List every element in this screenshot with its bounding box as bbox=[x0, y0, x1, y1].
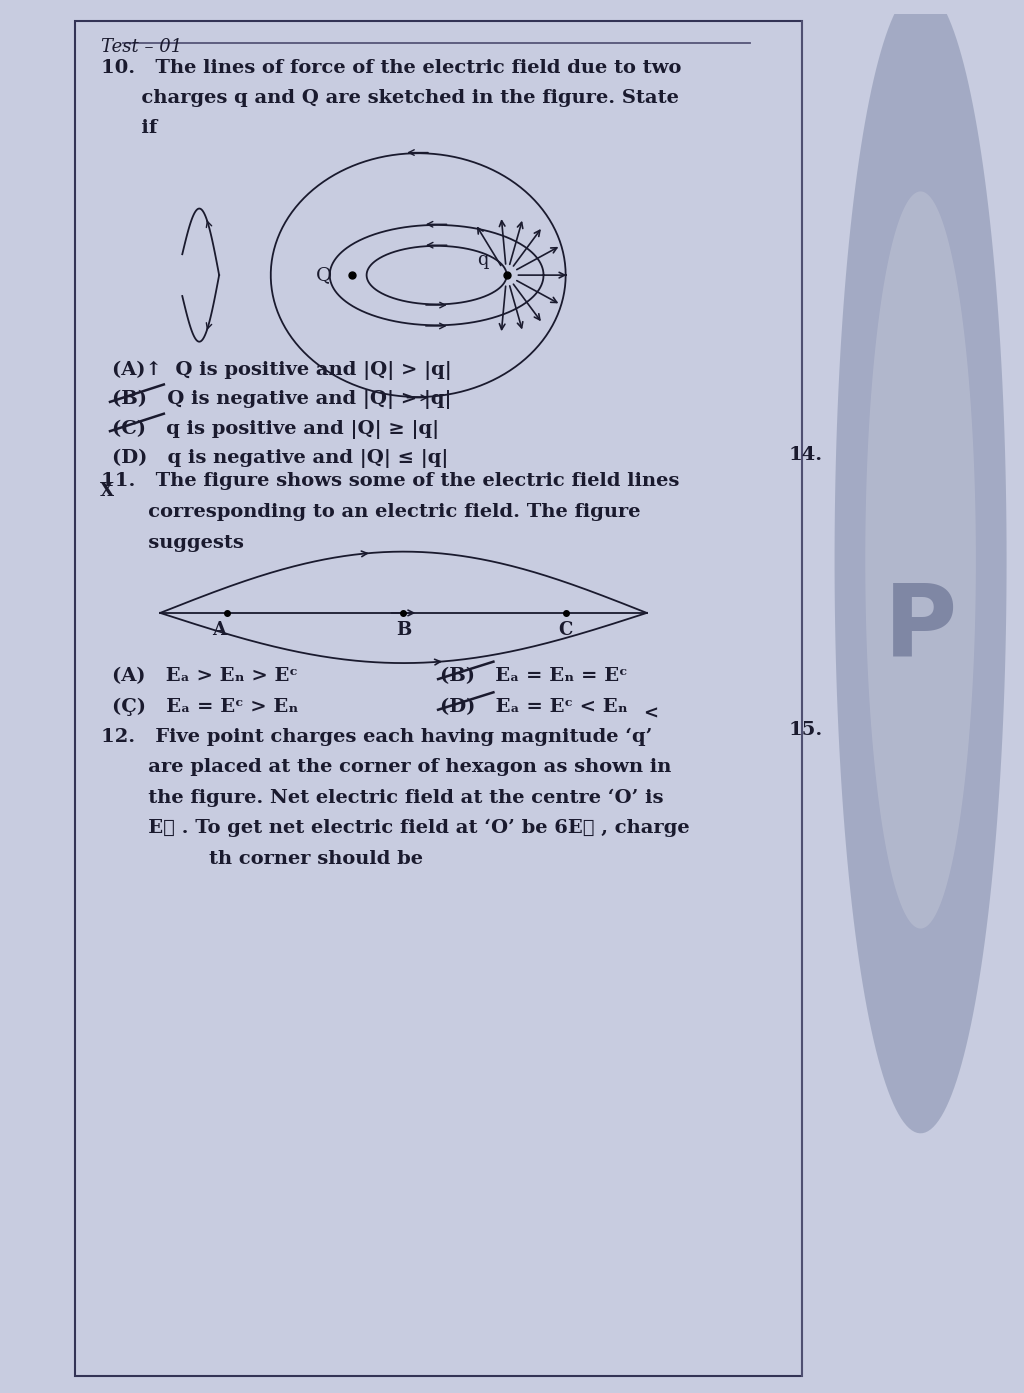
Text: if: if bbox=[101, 118, 158, 137]
Text: 11.   The figure shows some of the electric field lines: 11. The figure shows some of the electri… bbox=[101, 472, 680, 490]
Text: P: P bbox=[884, 579, 957, 677]
Text: <: < bbox=[643, 705, 658, 723]
Text: corresponding to an electric field. The figure: corresponding to an electric field. The … bbox=[101, 503, 641, 521]
Text: B: B bbox=[396, 621, 411, 639]
Text: 12.   Five point charges each having magnitude ‘q’: 12. Five point charges each having magni… bbox=[101, 727, 652, 745]
Text: Q: Q bbox=[315, 266, 332, 284]
Text: (B)   Q is negative and |Q| > |q|: (B) Q is negative and |Q| > |q| bbox=[113, 390, 452, 410]
Text: charges q and Q are sketched in the figure. State: charges q and Q are sketched in the figu… bbox=[101, 89, 679, 107]
Text: Test – 01: Test – 01 bbox=[101, 39, 182, 56]
Text: suggests: suggests bbox=[101, 534, 244, 552]
Polygon shape bbox=[835, 0, 1007, 1134]
Text: 15.: 15. bbox=[788, 722, 822, 738]
Text: (Ç)   Eₐ = Eᶜ > Eₙ: (Ç) Eₐ = Eᶜ > Eₙ bbox=[113, 698, 299, 716]
Text: (A)↑  Q is positive and |Q| > |q|: (A)↑ Q is positive and |Q| > |q| bbox=[113, 361, 452, 380]
Text: are placed at the corner of hexagon as shown in: are placed at the corner of hexagon as s… bbox=[101, 758, 672, 776]
Text: (D)   q is negative and |Q| ≤ |q|: (D) q is negative and |Q| ≤ |q| bbox=[113, 449, 449, 468]
Text: X: X bbox=[99, 482, 114, 500]
Polygon shape bbox=[865, 191, 976, 929]
Text: (D)   Eₐ = Eᶜ < Eₙ: (D) Eₐ = Eᶜ < Eₙ bbox=[440, 698, 628, 716]
Text: E⃗ . To get net electric field at ‘O’ be 6E⃗ , charge: E⃗ . To get net electric field at ‘O’ be… bbox=[101, 819, 690, 837]
Text: (C)   q is positive and |Q| ≥ |q|: (C) q is positive and |Q| ≥ |q| bbox=[113, 419, 439, 439]
Text: (A)   Eₐ > Eₙ > Eᶜ: (A) Eₐ > Eₙ > Eᶜ bbox=[113, 667, 298, 685]
Text: th corner should be: th corner should be bbox=[101, 850, 423, 868]
Text: q: q bbox=[477, 251, 488, 269]
Text: 14.: 14. bbox=[788, 446, 822, 464]
Text: the figure. Net electric field at the centre ‘O’ is: the figure. Net electric field at the ce… bbox=[101, 788, 664, 807]
Text: (B)   Eₐ = Eₙ = Eᶜ: (B) Eₐ = Eₙ = Eᶜ bbox=[440, 667, 628, 685]
Text: 10.   The lines of force of the electric field due to two: 10. The lines of force of the electric f… bbox=[101, 59, 682, 77]
Text: C: C bbox=[558, 621, 572, 639]
Text: A: A bbox=[212, 621, 226, 639]
